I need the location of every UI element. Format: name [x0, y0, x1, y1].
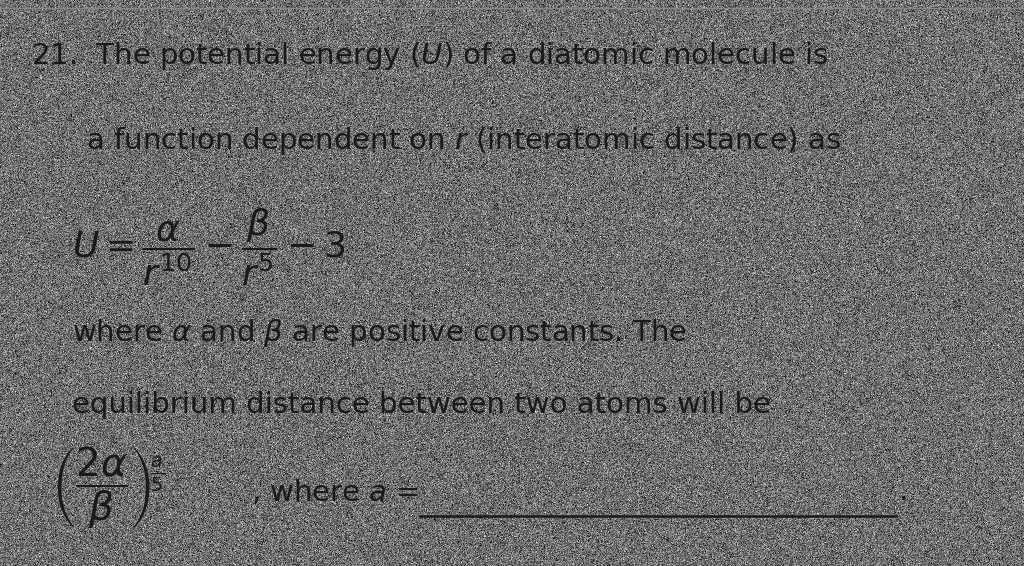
- Text: , where $\mathit{a}$ =: , where $\mathit{a}$ =: [251, 478, 419, 507]
- Text: a function dependent on $\mathit{r}$ (interatomic distance) as: a function dependent on $\mathit{r}$ (in…: [31, 125, 841, 157]
- Text: $\mathit{U} = \dfrac{\alpha}{r^{10}} - \dfrac{\beta}{r^{5}} - 3$: $\mathit{U} = \dfrac{\alpha}{r^{10}} - \…: [72, 207, 345, 288]
- Text: where $\alpha$ and $\beta$ are positive constants. The: where $\alpha$ and $\beta$ are positive …: [72, 317, 687, 349]
- Text: $\left(\dfrac{2\alpha}{\beta}\right)^{\!\frac{a}{5}}$: $\left(\dfrac{2\alpha}{\beta}\right)^{\!…: [51, 444, 165, 530]
- Text: 21.  The potential energy ($\mathit{U}$) of a diatomic molecule is: 21. The potential energy ($\mathit{U}$) …: [31, 40, 828, 72]
- Text: .: .: [899, 478, 908, 506]
- Text: equilibrium distance between two atoms will be: equilibrium distance between two atoms w…: [72, 391, 770, 418]
